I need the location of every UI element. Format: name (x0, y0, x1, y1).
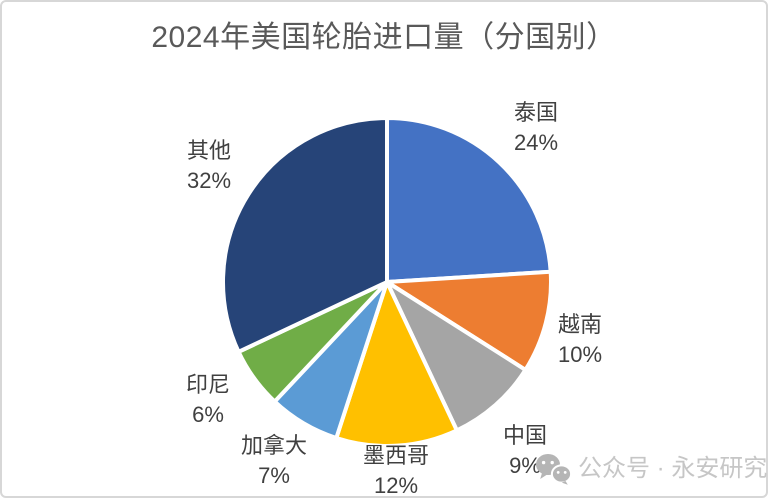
pie-slice-mexico (334, 280, 459, 448)
wechat-icon (536, 454, 571, 485)
watermark: 公众号 · 永安研究 (535, 453, 767, 485)
slice-label-name: 印尼 (185, 372, 231, 397)
slice-label-mexico: 墨西哥 12% (363, 441, 429, 501)
slice-label-name: 中国 (502, 423, 548, 448)
slice-label-value: 10% (557, 342, 603, 367)
slice-label-canada: 加拿大 7% (241, 431, 307, 491)
slice-label-name: 其他 (186, 138, 232, 163)
slice-label-vietnam: 越南 10% (558, 310, 602, 370)
slice-label-value: 7% (258, 463, 290, 488)
slice-label-others: 其他 32% (187, 136, 231, 196)
slice-label-value: 9% (509, 453, 541, 478)
pie-slice-others (221, 116, 389, 354)
slice-label-china: 中国 9% (503, 421, 547, 481)
pie-slice-thailand (385, 116, 553, 284)
slice-label-name: 泰国 (513, 100, 559, 125)
slice-label-value: 32% (186, 168, 232, 193)
slice-label-name: 加拿大 (240, 433, 308, 458)
pie-slice-vietnam (385, 269, 554, 372)
slice-label-name: 越南 (557, 312, 603, 337)
slice-label-value: 24% (513, 130, 559, 155)
slice-label-indonesia: 印尼 6% (186, 370, 230, 430)
chart-title: 2024年美国轮胎进口量（分国别） (151, 21, 617, 54)
slice-label-value: 12% (373, 473, 419, 498)
slice-label-name: 墨西哥 (362, 443, 430, 468)
slice-label-thailand: 泰国 24% (514, 98, 558, 158)
slice-label-value: 6% (192, 402, 224, 427)
watermark-text: 公众号 · 永安研究 (578, 455, 768, 482)
